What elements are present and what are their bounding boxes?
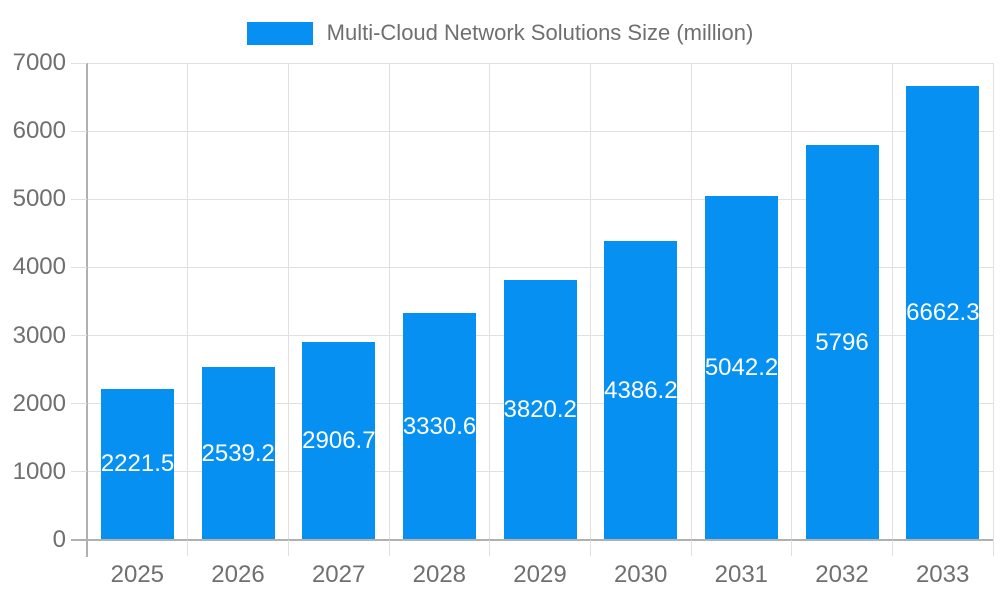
bar-value-label: 2221.5: [100, 450, 175, 478]
bar-value-label: 3330.6: [402, 412, 477, 440]
x-tick-mark: [86, 540, 88, 556]
plot-area: 2221.5 2539.2 2906.7 3330.6 3820.2 4386.2 5042…: [87, 62, 994, 540]
gridline-vertical: [690, 63, 692, 540]
gridline-vertical: [891, 63, 893, 540]
x-tick-mark: [791, 540, 793, 556]
gridline-vertical: [489, 63, 491, 540]
bar-2033: 6662.3: [906, 86, 980, 540]
legend-swatch: [246, 21, 313, 45]
bar-2028: 3330.6: [402, 313, 477, 540]
bar-value-label: 2906.7: [302, 426, 376, 454]
y-tick-mark: [71, 266, 87, 268]
gridline-horizontal: [87, 266, 993, 268]
legend[interactable]: Multi-Cloud Network Solutions Size (mill…: [0, 18, 1000, 48]
gridline-horizontal: [87, 62, 993, 64]
y-tick-label: 3000: [12, 321, 66, 349]
bar-2025: 2221.5: [100, 388, 175, 540]
bar-value-label: 4386.2: [604, 376, 678, 404]
x-tick-mark: [388, 540, 390, 556]
gridline-vertical: [992, 63, 994, 540]
bar-value-label: 2539.2: [201, 439, 275, 467]
y-tick-label: 6000: [12, 117, 66, 145]
bar-2031: 5042.2: [704, 196, 779, 540]
y-tick-mark: [71, 130, 87, 132]
x-tick-label: 2028: [412, 561, 467, 588]
x-tick-label: 2029: [513, 561, 567, 588]
gridline-vertical: [791, 63, 793, 540]
gridline-horizontal: [87, 198, 993, 200]
y-tick-label: 0: [52, 526, 66, 553]
x-tick-mark: [489, 540, 491, 556]
x-axis-line: [71, 539, 993, 541]
x-tick-mark: [187, 540, 189, 556]
gridline-vertical: [388, 63, 390, 540]
legend-label: Multi-Cloud Network Solutions Size (mill…: [326, 20, 754, 45]
x-tick-mark: [891, 540, 893, 556]
bar-2029: 3820.2: [503, 279, 577, 540]
y-tick-label: 2000: [12, 389, 66, 417]
y-axis-line: [86, 63, 88, 557]
bar-2032: 5796: [805, 145, 879, 540]
y-tick-label: 7000: [12, 49, 66, 76]
x-tick-label: 2033: [915, 561, 970, 588]
y-tick-mark: [71, 471, 87, 473]
bar-value-label: 5796: [815, 328, 869, 356]
x-tick-label: 2025: [110, 561, 165, 588]
y-tick-mark: [71, 403, 87, 405]
y-tick-mark: [71, 198, 87, 200]
y-tick-label: 5000: [12, 185, 66, 213]
x-tick-label: 2030: [613, 561, 668, 588]
x-tick-label: 2031: [714, 561, 769, 588]
bar-2026: 2539.2: [201, 366, 275, 540]
x-tick-label: 2026: [211, 561, 265, 588]
x-tick-mark: [287, 540, 289, 556]
x-tick-label: 2032: [815, 561, 869, 588]
x-tick-mark: [589, 540, 591, 556]
gridline-horizontal: [87, 130, 993, 132]
bar-value-label: 6662.3: [906, 299, 980, 327]
y-tick-label: 1000: [12, 457, 66, 485]
y-tick-mark: [71, 335, 87, 337]
x-tick-label: 2027: [311, 561, 366, 588]
bar-2027: 2906.7: [302, 341, 376, 540]
gridline-vertical: [187, 63, 189, 540]
gridline-vertical: [589, 63, 591, 540]
bar-2030: 4386.2: [604, 241, 678, 540]
y-tick-label: 4000: [12, 253, 66, 281]
gridline-vertical: [287, 63, 289, 540]
x-tick-mark: [992, 540, 994, 556]
bar-value-label: 5042.2: [704, 354, 779, 382]
y-tick-mark: [71, 62, 87, 64]
bar-value-label: 3820.2: [503, 395, 577, 423]
x-tick-mark: [690, 540, 692, 556]
